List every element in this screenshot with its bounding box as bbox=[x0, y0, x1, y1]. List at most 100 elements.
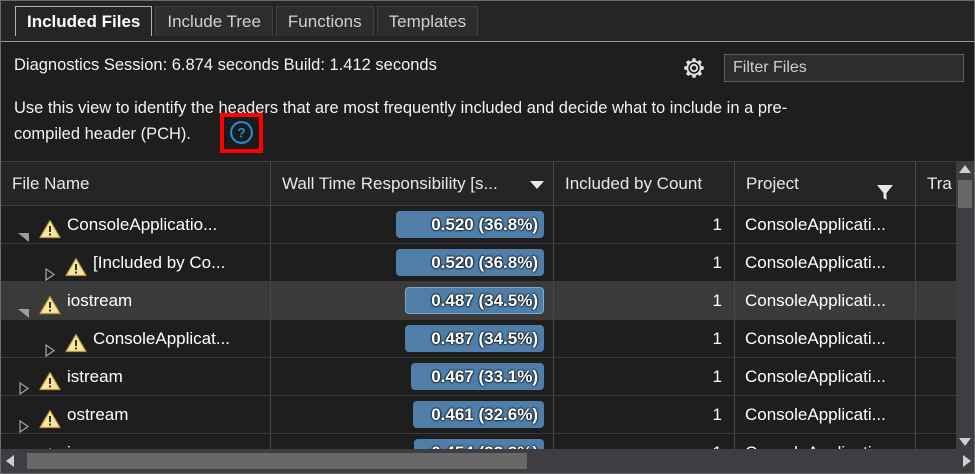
horizontal-scrollbar-thumb[interactable] bbox=[27, 453, 527, 469]
cell-translation-units bbox=[916, 396, 960, 433]
wall-time-bar bbox=[411, 363, 544, 390]
table-row[interactable]: istream 0.467 (33.1%) 1 ConsoleApplicati... bbox=[1, 358, 974, 396]
wall-time-value: 0.487 (34.5%) bbox=[431, 329, 538, 348]
table-row[interactable]: [Included by Co... 0.520 (36.8%) 1 ConsoleA… bbox=[1, 244, 974, 282]
file-name-label: istream bbox=[67, 367, 123, 386]
cell-wall-time-responsibility: 0.487 (34.5%) bbox=[271, 282, 554, 319]
wall-time-bar bbox=[405, 325, 544, 352]
vertical-scrollbar-thumb[interactable] bbox=[958, 180, 972, 208]
cell-project: ConsoleApplicati... bbox=[735, 320, 916, 357]
help-highlight-box: ? bbox=[220, 113, 263, 153]
expander-collapsed-icon[interactable] bbox=[43, 333, 56, 357]
wall-time-value: 0.467 (33.1%) bbox=[431, 367, 538, 386]
filter-files-input[interactable]: Filter Files bbox=[724, 54, 964, 82]
scroll-down-arrow-icon[interactable] bbox=[956, 433, 974, 450]
tab-included-files[interactable]: Included Files bbox=[15, 6, 153, 36]
cell-translation-units bbox=[916, 244, 960, 281]
column-header-included-by-count[interactable]: Included by Count bbox=[554, 162, 735, 206]
file-name-label: ostream bbox=[67, 405, 129, 424]
cell-wall-time-responsibility: 0.520 (36.8%) bbox=[271, 206, 554, 243]
table-row[interactable]: ConsoleApplicatio... 0.520 (36.8%) 1 Consol… bbox=[1, 206, 974, 244]
grid-header-row: File Name Wall Time Responsibility [s... I… bbox=[1, 161, 974, 206]
wall-time-bar bbox=[396, 249, 544, 276]
cell-included-by-count: 1 bbox=[554, 358, 735, 395]
cell-file-name: ConsoleApplicat... bbox=[1, 320, 271, 357]
column-header-label: Tra bbox=[927, 174, 952, 193]
gear-icon[interactable] bbox=[681, 55, 707, 81]
column-header-label: Included by Count bbox=[565, 174, 703, 193]
cell-wall-time-responsibility: 0.467 (33.1%) bbox=[271, 358, 554, 395]
question-circle-icon[interactable]: ? bbox=[229, 120, 254, 145]
expander-collapsed-icon[interactable] bbox=[17, 371, 30, 395]
wall-time-bar bbox=[396, 211, 544, 238]
warning-triangle-icon bbox=[39, 291, 61, 315]
diagnostics-session-label: Diagnostics Session: 6.874 seconds Build… bbox=[14, 56, 437, 74]
sort-descending-arrow-icon[interactable] bbox=[530, 181, 544, 189]
cell-translation-units bbox=[916, 282, 960, 319]
cell-included-by-count: 1 bbox=[554, 206, 735, 243]
wall-time-bar-container: 0.461 (32.6%) bbox=[279, 401, 544, 428]
expander-expanded-icon[interactable] bbox=[17, 295, 30, 318]
wall-time-bar-container: 0.467 (33.1%) bbox=[279, 363, 544, 390]
filter-files-placeholder: Filter Files bbox=[733, 59, 807, 76]
cell-translation-units bbox=[916, 206, 960, 243]
warning-triangle-icon bbox=[39, 405, 61, 429]
wall-time-bar-container: 0.487 (34.5%) bbox=[279, 325, 544, 352]
warning-triangle-icon bbox=[39, 367, 61, 391]
cell-file-name: iostream bbox=[1, 282, 271, 319]
cell-file-name: istream bbox=[1, 358, 271, 395]
tab-list: Included Files Include Tree Functions Templ… bbox=[1, 1, 974, 37]
file-name-label: iostream bbox=[67, 291, 133, 310]
cell-included-by-count: 1 bbox=[554, 396, 735, 433]
cell-project: ConsoleApplicati... bbox=[735, 244, 916, 281]
info-bar: Diagnostics Session: 6.874 seconds Build… bbox=[1, 43, 974, 93]
wall-time-value: 0.520 (36.8%) bbox=[431, 215, 538, 234]
tab-functions[interactable]: Functions bbox=[275, 6, 374, 36]
cell-wall-time-responsibility: 0.520 (36.8%) bbox=[271, 244, 554, 281]
wall-time-bar-container: 0.520 (36.8%) bbox=[279, 211, 544, 238]
cell-project: ConsoleApplicati... bbox=[735, 396, 916, 433]
cell-included-by-count: 1 bbox=[554, 244, 735, 281]
file-name-label: ConsoleApplicatio... bbox=[67, 215, 218, 234]
table-row[interactable]: ostream 0.461 (32.6%) 1 ConsoleApplicati... bbox=[1, 396, 974, 434]
expander-collapsed-icon[interactable] bbox=[17, 409, 30, 433]
cell-file-name: ConsoleApplicatio... bbox=[1, 206, 271, 243]
table-row[interactable]: iostream 0.487 (34.5%) 1 ConsoleApplicati..… bbox=[1, 282, 974, 320]
warning-triangle-icon bbox=[65, 329, 87, 353]
wall-time-value: 0.461 (32.6%) bbox=[431, 405, 538, 424]
cell-project: ConsoleApplicati... bbox=[735, 282, 916, 319]
grid-body: ConsoleApplicatio... 0.520 (36.8%) 1 Consol… bbox=[1, 206, 974, 473]
filter-funnel-icon[interactable] bbox=[875, 175, 895, 200]
description-line-2: compiled header (PCH). bbox=[14, 125, 191, 143]
tab-include-tree[interactable]: Include Tree bbox=[155, 6, 273, 36]
wall-time-value: 0.487 (34.5%) bbox=[431, 291, 538, 310]
cell-translation-units bbox=[916, 320, 960, 357]
wall-time-bar bbox=[413, 401, 544, 428]
cell-wall-time-responsibility: 0.461 (32.6%) bbox=[271, 396, 554, 433]
description-line-1: Use this view to identify the headers th… bbox=[14, 99, 788, 117]
file-name-label: ConsoleApplicat... bbox=[93, 329, 231, 348]
expander-expanded-icon[interactable] bbox=[17, 219, 30, 242]
column-header-file-name[interactable]: File Name bbox=[1, 162, 271, 206]
scroll-left-arrow-icon[interactable] bbox=[1, 449, 19, 473]
tab-templates[interactable]: Templates bbox=[376, 6, 479, 36]
vertical-scrollbar[interactable] bbox=[956, 161, 974, 450]
column-header-tra[interactable]: Tra bbox=[916, 162, 974, 206]
table-row[interactable]: ConsoleApplicat... 0.487 (34.5%) 1 ConsoleA… bbox=[1, 320, 974, 358]
tab-bar: Included Files Include Tree Functions Templ… bbox=[1, 1, 974, 42]
column-header-label: Project bbox=[746, 174, 799, 193]
cell-project: ConsoleApplicati... bbox=[735, 358, 916, 395]
expander-collapsed-icon[interactable] bbox=[43, 257, 56, 281]
warning-triangle-icon bbox=[39, 215, 61, 239]
column-header-label: File Name bbox=[12, 174, 90, 193]
wall-time-bar-container: 0.487 (34.5%) bbox=[279, 287, 544, 314]
horizontal-scrollbar[interactable] bbox=[1, 449, 974, 473]
column-header-wall-time-responsibility-s[interactable]: Wall Time Responsibility [s... bbox=[271, 162, 554, 206]
wall-time-value: 0.520 (36.8%) bbox=[431, 253, 538, 272]
column-header-project[interactable]: Project bbox=[735, 162, 916, 206]
scroll-up-arrow-icon[interactable] bbox=[956, 161, 974, 178]
wall-time-bar bbox=[405, 287, 544, 314]
column-header-label: Wall Time Responsibility [s... bbox=[282, 174, 498, 193]
scroll-right-arrow-icon[interactable] bbox=[958, 449, 974, 473]
